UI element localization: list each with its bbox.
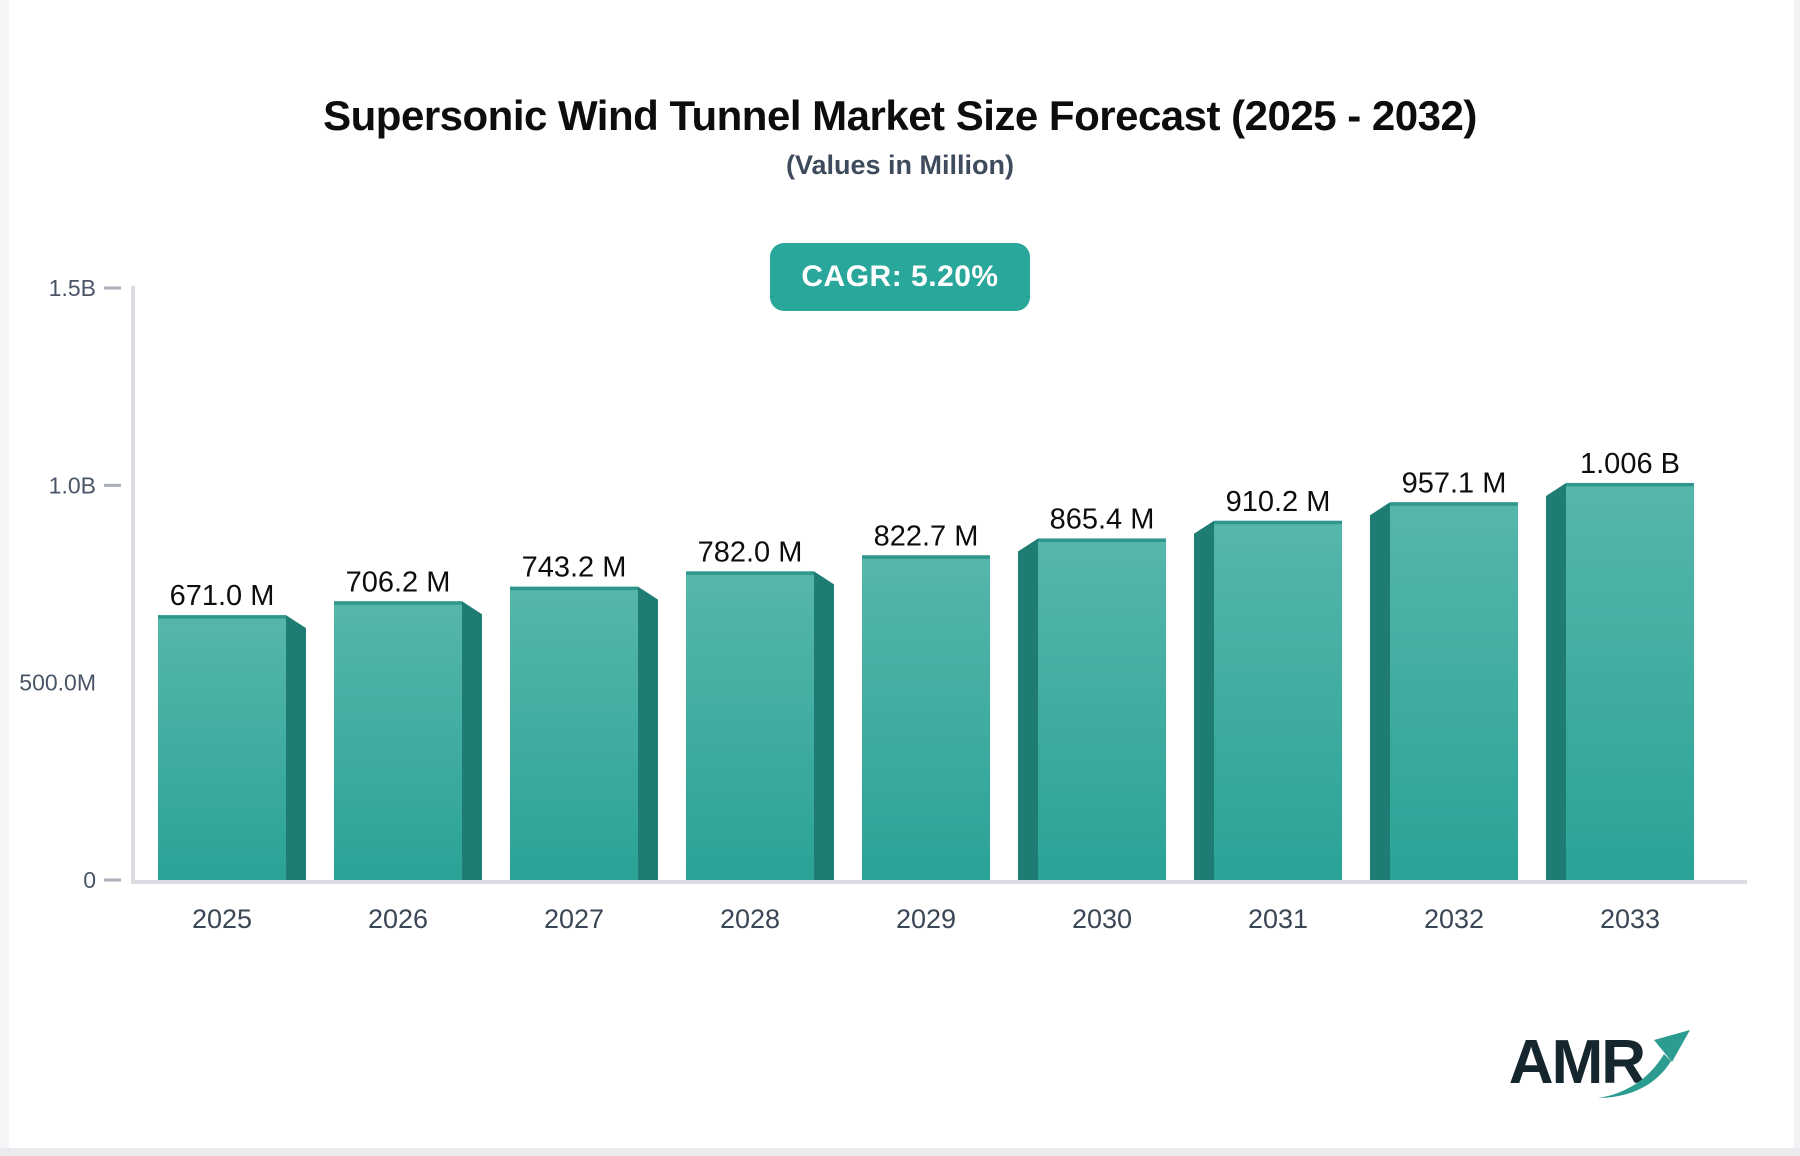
- y-axis-tick-label: 500.0M: [19, 670, 96, 696]
- bar-side: [286, 615, 306, 880]
- y-axis-tick: [104, 878, 121, 882]
- bar-value-label: 822.7 M: [874, 520, 979, 552]
- bar-face: [1214, 520, 1342, 880]
- y-axis-tick-label: 0: [83, 867, 96, 893]
- bar-face: [1038, 538, 1166, 880]
- bar-value-label: 743.2 M: [522, 552, 627, 584]
- bar-top-edge: [686, 571, 814, 575]
- x-axis-label: 2025: [192, 904, 252, 934]
- bar-value-label: 1.006 B: [1580, 448, 1680, 480]
- cagr-badge: CAGR: 5.20%: [770, 243, 1030, 311]
- amr-logo-text: AMR: [1508, 1028, 1646, 1097]
- x-axis-label: 2033: [1600, 904, 1660, 934]
- bar-top-edge: [1566, 482, 1694, 487]
- bar-face: [510, 586, 638, 880]
- bar-top-edge: [1214, 520, 1342, 525]
- x-axis-label: 2028: [720, 904, 780, 934]
- y-axis-tick-label: 1.0B: [49, 472, 96, 498]
- bar-top-edge: [1038, 538, 1166, 542]
- y-axis-tick-label: 1.5B: [49, 275, 96, 301]
- bar-value-label: 706.2 M: [346, 566, 451, 598]
- growth-arrow-icon: [1598, 1030, 1690, 1098]
- bar-top-edge: [334, 601, 462, 605]
- x-axis-label: 2031: [1248, 904, 1308, 934]
- chart-subtitle: (Values in Million): [785, 150, 1015, 180]
- bar-face: [862, 555, 990, 880]
- bar-value-label: 957.1 M: [1402, 467, 1507, 499]
- bar-top-edge: [1390, 502, 1518, 506]
- y-axis-tick: [104, 286, 121, 290]
- bar-top-edge: [862, 555, 990, 559]
- x-axis-label: 2030: [1072, 904, 1132, 934]
- bar-face: [158, 615, 286, 880]
- bar-side: [1194, 520, 1214, 880]
- bar-side: [638, 586, 658, 880]
- cagr-badge-row: CAGR: 5.20%: [0, 243, 1800, 311]
- bar-face: [334, 601, 462, 880]
- bar-face: [1566, 482, 1694, 880]
- y-axis-line: [131, 286, 135, 884]
- x-axis-label: 2029: [896, 904, 956, 934]
- x-axis-label: 2026: [368, 904, 428, 934]
- chart-title: Supersonic Wind Tunnel Market Size Forec…: [323, 92, 1477, 139]
- window-edge-bottom: [0, 1148, 1800, 1156]
- bar-side: [462, 601, 482, 880]
- window-edge-right: [1794, 0, 1800, 1156]
- bar-side: [1546, 482, 1566, 880]
- bar-side: [814, 571, 834, 880]
- y-axis-tick: [104, 483, 121, 487]
- bar-side: [1370, 502, 1390, 880]
- x-axis-line: [131, 880, 1747, 884]
- bar-top-edge: [510, 586, 638, 591]
- bar-value-label: 782.0 M: [698, 536, 803, 568]
- window-edge-left: [0, 0, 9, 1156]
- x-axis-label: 2032: [1424, 904, 1484, 934]
- bar-face: [686, 571, 814, 880]
- bar-face: [1390, 502, 1518, 880]
- bar-side: [1018, 538, 1038, 880]
- x-axis-label: 2027: [544, 904, 604, 934]
- bar-value-label: 910.2 M: [1226, 486, 1331, 518]
- amr-logo: AMR: [1508, 1028, 1698, 1104]
- chart-header: Supersonic Wind Tunnel Market Size Forec…: [0, 0, 1800, 311]
- bar-top-edge: [158, 615, 286, 619]
- bar-value-label: 865.4 M: [1050, 503, 1155, 535]
- bar-value-label: 671.0 M: [170, 580, 275, 612]
